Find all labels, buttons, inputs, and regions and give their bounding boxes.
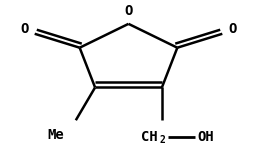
Text: O: O: [124, 4, 133, 18]
Text: OH: OH: [197, 130, 214, 144]
Text: CH: CH: [141, 130, 158, 144]
Text: O: O: [228, 22, 237, 36]
Text: O: O: [20, 22, 29, 36]
Text: 2: 2: [160, 135, 166, 145]
Text: Me: Me: [47, 128, 64, 142]
